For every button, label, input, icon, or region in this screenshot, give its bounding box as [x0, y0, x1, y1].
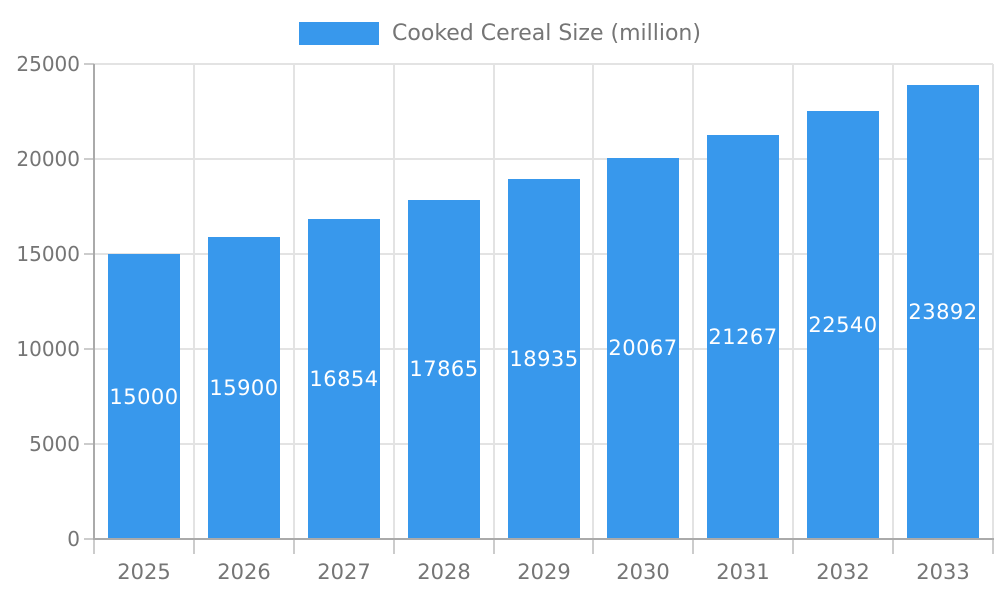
y-axis-tick	[84, 63, 94, 65]
x-axis-tick	[193, 539, 195, 554]
v-gridline	[792, 64, 794, 539]
bar[interactable]	[907, 85, 979, 539]
bar-value-label: 23892	[908, 300, 978, 324]
y-axis-tick	[84, 538, 94, 540]
x-axis-tick-label: 2032	[816, 560, 870, 584]
x-axis-tick	[393, 539, 395, 554]
bar-value-label: 22540	[808, 313, 878, 337]
x-axis-tick	[592, 539, 594, 554]
bar-value-label: 16854	[309, 367, 379, 391]
y-axis-tick-label: 15000	[16, 242, 80, 266]
h-gridline	[94, 63, 993, 65]
x-axis-tick	[692, 539, 694, 554]
v-gridline	[592, 64, 594, 539]
x-axis-tick	[992, 539, 994, 554]
bar[interactable]	[108, 254, 180, 539]
bar[interactable]	[807, 111, 879, 539]
y-axis-tick-label: 25000	[16, 52, 80, 76]
x-axis-tick	[892, 539, 894, 554]
x-axis-tick	[792, 539, 794, 554]
bar[interactable]	[308, 219, 380, 539]
x-axis-tick-label: 2033	[916, 560, 970, 584]
bar-value-label: 21267	[708, 325, 778, 349]
x-axis-tick	[293, 539, 295, 554]
legend-swatch	[299, 21, 380, 45]
y-axis-tick-label: 10000	[16, 337, 80, 361]
x-axis-tick-label: 2026	[217, 560, 271, 584]
bar[interactable]	[408, 200, 480, 539]
bar-value-label: 20067	[608, 336, 678, 360]
v-gridline	[493, 64, 495, 539]
x-axis-tick-label: 2027	[317, 560, 371, 584]
v-gridline	[393, 64, 395, 539]
bar[interactable]	[707, 135, 779, 539]
chart-legend[interactable]: Cooked Cereal Size (million)	[0, 20, 1000, 46]
bar[interactable]	[208, 237, 280, 539]
v-gridline	[892, 64, 894, 539]
h-gridline	[94, 158, 993, 160]
bar[interactable]	[607, 158, 679, 539]
x-axis-tick-label: 2028	[417, 560, 471, 584]
y-axis-tick	[84, 253, 94, 255]
y-axis-line	[93, 64, 95, 539]
bar[interactable]	[508, 179, 580, 539]
bar-value-label: 15000	[109, 385, 179, 409]
x-axis-tick-label: 2030	[616, 560, 670, 584]
x-axis-tick	[93, 539, 95, 554]
v-gridline	[193, 64, 195, 539]
bar-value-label: 18935	[509, 347, 579, 371]
y-axis-tick	[84, 158, 94, 160]
x-axis-tick	[493, 539, 495, 554]
bar-value-label: 17865	[409, 357, 479, 381]
x-axis-tick-label: 2029	[517, 560, 571, 584]
y-axis-tick-label: 0	[67, 527, 80, 551]
v-gridline	[992, 64, 994, 539]
y-axis-tick-label: 5000	[29, 432, 80, 456]
x-axis-tick-label: 2031	[716, 560, 770, 584]
legend-label: Cooked Cereal Size (million)	[392, 20, 701, 46]
x-axis-tick-label: 2025	[117, 560, 171, 584]
v-gridline	[293, 64, 295, 539]
bar-value-label: 15900	[209, 376, 279, 400]
y-axis-tick	[84, 348, 94, 350]
x-axis-line	[93, 538, 994, 540]
v-gridline	[692, 64, 694, 539]
y-axis-tick-label: 20000	[16, 147, 80, 171]
y-axis-tick	[84, 443, 94, 445]
